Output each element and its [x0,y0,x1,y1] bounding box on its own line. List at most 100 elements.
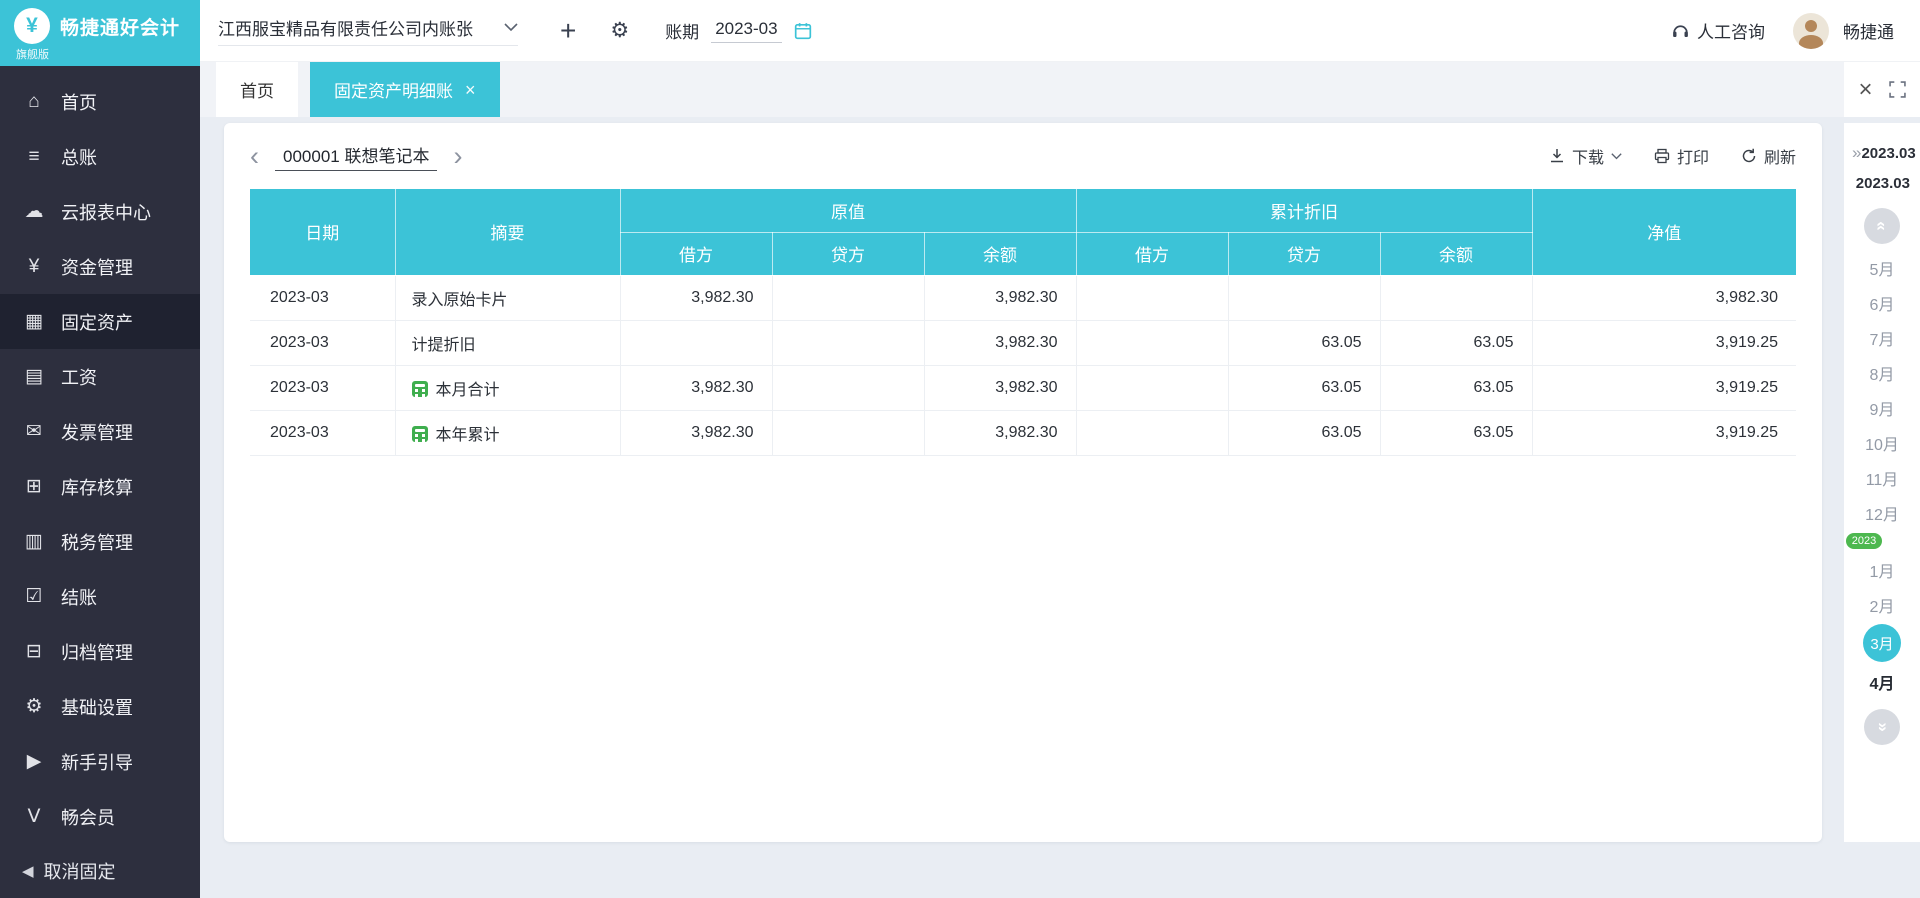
fixed-assets-icon: ▦ [25,311,43,332]
cell-net: 3,919.25 [1532,320,1796,366]
tab-bar: 首页 固定资产明细账 × × [200,62,1920,117]
sidebar-item-inventory[interactable]: ⊞ 库存核算 [0,459,200,514]
content-area: ‹ 000001 联想笔记本 › 下载 打印 [200,117,1920,898]
fullscreen-icon[interactable] [1888,81,1906,98]
tab-list: 首页 固定资产明细账 × [200,62,500,117]
column-header-summary[interactable]: 摘要 [395,189,621,276]
column-header-credit[interactable]: 贷方 [772,232,925,276]
cell-summary: 本年累计 [395,410,621,456]
cell-date: 2023-03 [250,275,396,321]
sidebar-item-invoices[interactable]: ✉ 发票管理 [0,404,200,459]
cell-acc_balance: 63.05 [1380,410,1533,456]
sidebar-item-fixed-assets[interactable]: ▦ 固定资产 [0,294,200,349]
calendar-icon[interactable] [794,22,812,40]
table-row[interactable]: 2023-03 本年累计 3,982.30 3,982.30 63.05 63.05 3,9… [250,410,1796,456]
collapse-rail-icon[interactable]: » [1852,143,1862,162]
month-4[interactable]: 4月 [1869,675,1895,693]
month-9[interactable]: 9月 [1869,401,1895,419]
month-5[interactable]: 5月 [1869,261,1895,279]
download-button[interactable]: 下载 [1549,144,1622,168]
period-value[interactable]: 2023-03 [711,19,782,43]
column-header-balance[interactable]: 余额 [924,232,1077,276]
cell-date: 2023-03 [250,410,396,456]
cell-date: 2023-03 [250,320,396,366]
tab-label: 固定资产明细账 [334,82,453,101]
sidebar-item-member[interactable]: Ⅴ 畅会员 [0,789,200,844]
table-row[interactable]: 2023-03 本月合计 3,982.30 3,982.30 63.05 63.05 3,9… [250,365,1796,411]
tab-fixed-asset-ledger[interactable]: 固定资产明细账 × [310,62,500,117]
support-label: 人工咨询 [1697,23,1765,42]
sidebar-item-label: 新手引导 [61,752,133,773]
month-1[interactable]: 1月 [1869,563,1895,581]
print-button[interactable]: 打印 [1654,144,1709,168]
column-header-balance[interactable]: 余额 [1380,232,1533,276]
settings-gear-icon[interactable]: ⚙ [610,19,630,42]
month-6[interactable]: 6月 [1869,296,1895,314]
cell-net: 3,919.25 [1532,410,1796,456]
company-selector[interactable]: 江西服宝精品有限责任公司内账张 [218,15,518,46]
unpin-sidebar-button[interactable]: ◀ 取消固定 [0,844,200,898]
sidebar-item-guide[interactable]: ▶ 新手引导 [0,734,200,789]
panel-toolbar: ‹ 000001 联想笔记本 › 下载 打印 [224,123,1822,189]
month-3[interactable]: 3月 [1844,622,1920,664]
month-2[interactable]: 2月 [1869,598,1895,616]
chevron-down-icon [1611,152,1622,159]
cell-orig_credit [772,365,925,411]
cell-orig_debit: 3,982.30 [620,275,773,321]
month-12[interactable]: 12月 [1865,506,1899,524]
month-11[interactable]: 11月 [1865,471,1899,489]
next-asset-button[interactable]: › [453,140,463,171]
main-area: 江西服宝精品有限责任公司内账张 + ⚙ 账期 2023-03 人工咨询 畅捷通 … [200,0,1920,898]
month-7[interactable]: 7月 [1869,331,1895,349]
column-header-debit[interactable]: 借方 [620,232,773,276]
sidebar-item-settings[interactable]: ⚙ 基础设置 [0,679,200,734]
sidebar-item-label: 归档管理 [61,642,133,663]
home-icon: ⌂ [28,90,40,112]
unpin-icon: ◀ [22,863,34,880]
refresh-button[interactable]: 刷新 [1741,144,1796,168]
column-header-debit[interactable]: 借方 [1076,232,1229,276]
sidebar-item-label: 资金管理 [61,257,133,278]
month-10[interactable]: 10月 [1865,436,1899,454]
prev-asset-button[interactable]: ‹ [250,140,259,171]
table-row[interactable]: 2023-03 录入原始卡片 3,982.30 3,982.30 3,982.30 [250,275,1796,321]
scroll-up-button[interactable]: « [1864,208,1900,244]
tab-close-icon[interactable]: × [465,79,476,100]
cell-net: 3,982.30 [1532,275,1796,321]
cell-acc_balance: 63.05 [1380,365,1533,411]
tab-home[interactable]: 首页 [216,62,298,117]
print-icon [1654,148,1670,164]
tax-icon: ▥ [25,531,43,552]
download-label: 下载 [1571,150,1604,167]
table-row[interactable]: 2023-03 计提折旧 3,982.30 63.05 63.05 3,919.25 [250,320,1796,366]
sidebar-item-cloud-reports[interactable]: ☁ 云报表中心 [0,184,200,239]
asset-selector[interactable]: 000001 联想笔记本 [275,142,438,171]
column-header-date[interactable]: 日期 [250,189,396,276]
user-avatar[interactable] [1793,12,1829,49]
cell-orig_debit: 3,982.30 [620,365,773,411]
scroll-down-button[interactable]: « [1864,709,1900,745]
sidebar-item-label: 畅会员 [61,807,115,828]
sidebar-item-funds[interactable]: ¥ 资金管理 [0,239,200,294]
ledger-icon: ≡ [28,145,40,167]
column-header-net-value[interactable]: 净值 [1532,189,1796,276]
closing-icon: ☑ [25,586,43,607]
sidebar-item-tax[interactable]: ▥ 税务管理 [0,514,200,569]
month-8[interactable]: 8月 [1869,366,1895,384]
sidebar-item-label: 首页 [61,92,97,113]
sidebar-item-home[interactable]: ⌂ 首页 [0,74,200,129]
support-button[interactable]: 人工咨询 [1671,18,1765,43]
add-account-set-button[interactable]: + [560,14,577,46]
rail-period-current[interactable]: 2023.03 [1855,175,1910,192]
period-rail: » 2023.03 2023.03 « 5月 6月 7月 8月 9月 10月 11月 12月 2… [1844,123,1920,842]
cell-orig_debit [620,320,773,366]
close-tab-icon[interactable]: × [1858,75,1873,103]
sidebar-item-closing[interactable]: ☑ 结账 [0,569,200,624]
sidebar-item-archive[interactable]: ⊟ 归档管理 [0,624,200,679]
rail-period-top: 2023.03 [1861,144,1916,162]
sidebar-item-salary[interactable]: ▤ 工资 [0,349,200,404]
sidebar-item-general-ledger[interactable]: ≡ 总账 [0,129,200,184]
user-name[interactable]: 畅捷通 [1843,23,1894,42]
refresh-icon [1742,148,1756,163]
column-header-credit[interactable]: 贷方 [1228,232,1381,276]
